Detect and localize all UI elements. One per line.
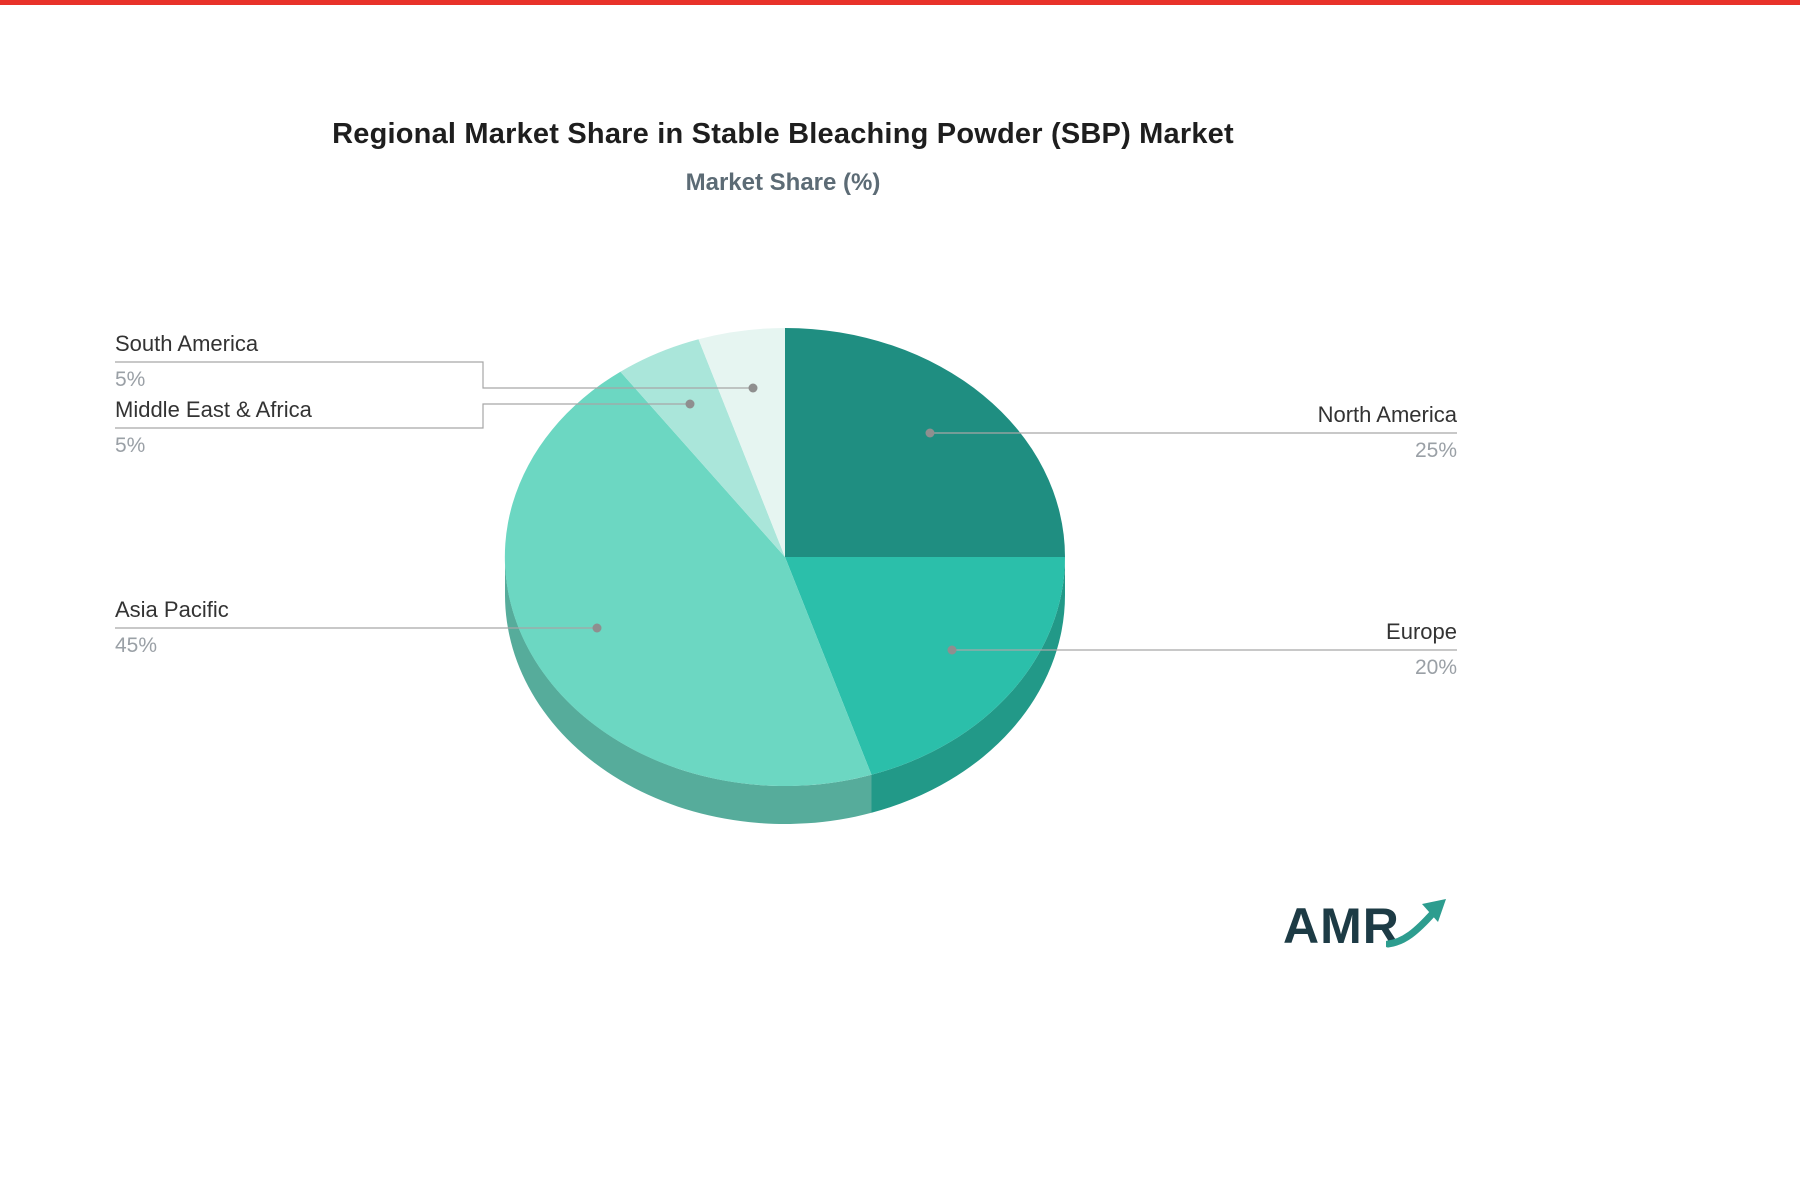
label-south-america: South America 5% (115, 330, 258, 393)
leader-line (115, 403, 690, 429)
pie-slice-south-america[interactable] (698, 328, 786, 557)
leader-dot (925, 428, 935, 438)
leader-dot (947, 645, 957, 655)
label-europe: Europe 20% (1386, 618, 1457, 681)
slice-label: Asia Pacific (115, 597, 229, 622)
label-asia-pacific: Asia Pacific 45% (115, 596, 229, 659)
leader-dot (592, 623, 602, 633)
chart-subtitle: Market Share (%) (685, 169, 881, 196)
slice-value: 20% (1414, 656, 1457, 679)
slice-value: 45% (115, 634, 158, 657)
amr-logo: AMR (1283, 898, 1450, 954)
slice-value: 5% (115, 368, 146, 391)
slice-label: South America (115, 331, 259, 356)
amr-logo-text: AMR (1283, 898, 1400, 954)
label-north-america: North America 25% (1318, 401, 1457, 464)
slice-value: 5% (115, 434, 146, 457)
amr-logo-arrow-icon (1385, 899, 1446, 948)
pie-slice-side (871, 557, 1065, 813)
pie-slice-middle-east-africa[interactable] (620, 339, 785, 557)
leader-line (115, 361, 753, 389)
slice-label: Middle East & Africa (115, 397, 312, 422)
top-accent-bar (0, 0, 1800, 5)
pie-slice-asia-pacific[interactable] (504, 371, 872, 787)
pie-slice-side (505, 557, 872, 825)
slice-value: 25% (1414, 439, 1457, 462)
chart-title: Regional Market Share in Stable Bleachin… (332, 118, 1234, 150)
pie-slice-north-america[interactable] (785, 328, 1065, 557)
slice-label: North America (1317, 402, 1457, 427)
pie-slice-europe[interactable] (785, 557, 1065, 775)
slice-label: Europe (1386, 619, 1457, 644)
leader-dot (748, 383, 758, 393)
label-middle-east-africa: Middle East & Africa 5% (115, 396, 312, 459)
leader-dot (685, 399, 695, 409)
